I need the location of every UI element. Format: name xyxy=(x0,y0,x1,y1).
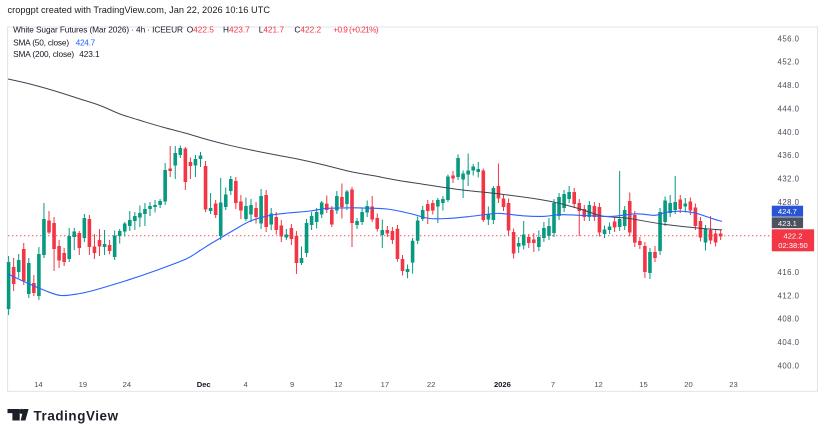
svg-text:H423.7: H423.7 xyxy=(223,24,250,34)
svg-text:7: 7 xyxy=(551,380,555,389)
svg-text:+0.9 (+0.21%): +0.9 (+0.21%) xyxy=(333,24,379,34)
svg-text:White Sugar Futures (Mar 2026): White Sugar Futures (Mar 2026) · 4h · IC… xyxy=(13,24,183,34)
svg-text:424.7: 424.7 xyxy=(76,37,96,47)
svg-text:15: 15 xyxy=(639,380,647,389)
svg-text:2026: 2026 xyxy=(494,380,511,389)
svg-text:SMA (200, close): SMA (200, close) xyxy=(13,49,74,59)
svg-text:432.0: 432.0 xyxy=(778,175,800,184)
svg-text:17: 17 xyxy=(381,380,389,389)
svg-text:436.0: 436.0 xyxy=(778,151,800,160)
svg-text:14: 14 xyxy=(34,380,42,389)
svg-text:416.0: 416.0 xyxy=(778,268,800,277)
svg-text:19: 19 xyxy=(79,380,87,389)
svg-text:456.0: 456.0 xyxy=(778,34,800,43)
svg-text:452.0: 452.0 xyxy=(778,58,800,67)
svg-text:12: 12 xyxy=(594,380,602,389)
svg-text:423.1: 423.1 xyxy=(778,219,797,228)
svg-text:4: 4 xyxy=(243,380,247,389)
svg-text:404.0: 404.0 xyxy=(778,338,800,347)
svg-text:400.0: 400.0 xyxy=(778,361,800,370)
svg-text:448.0: 448.0 xyxy=(778,81,800,90)
svg-text:TradingView: TradingView xyxy=(34,408,119,423)
svg-text:412.0: 412.0 xyxy=(778,291,800,300)
svg-text:SMA (50, close): SMA (50, close) xyxy=(13,37,69,47)
svg-text:12: 12 xyxy=(334,380,342,389)
svg-text:23: 23 xyxy=(729,380,737,389)
svg-text:C422.2: C422.2 xyxy=(294,24,321,34)
svg-text:22: 22 xyxy=(427,380,435,389)
svg-text:428.0: 428.0 xyxy=(778,198,800,207)
svg-text:cropgpt created with TradingVi: cropgpt created with TradingView.com, Ja… xyxy=(8,5,271,15)
svg-text:423.1: 423.1 xyxy=(79,49,100,59)
svg-text:424.7: 424.7 xyxy=(778,207,797,216)
svg-text:O422.5: O422.5 xyxy=(187,24,215,34)
svg-text:444.0: 444.0 xyxy=(778,104,800,113)
svg-text:9: 9 xyxy=(290,380,294,389)
svg-text:408.0: 408.0 xyxy=(778,315,800,324)
svg-text:24: 24 xyxy=(123,380,131,389)
svg-text:440.0: 440.0 xyxy=(778,128,800,137)
svg-text:20: 20 xyxy=(684,380,692,389)
svg-text:Dec: Dec xyxy=(197,380,211,389)
svg-text:L421.7: L421.7 xyxy=(259,24,285,34)
svg-text:422.2: 422.2 xyxy=(783,232,802,241)
svg-text:02:38:50: 02:38:50 xyxy=(778,241,808,250)
